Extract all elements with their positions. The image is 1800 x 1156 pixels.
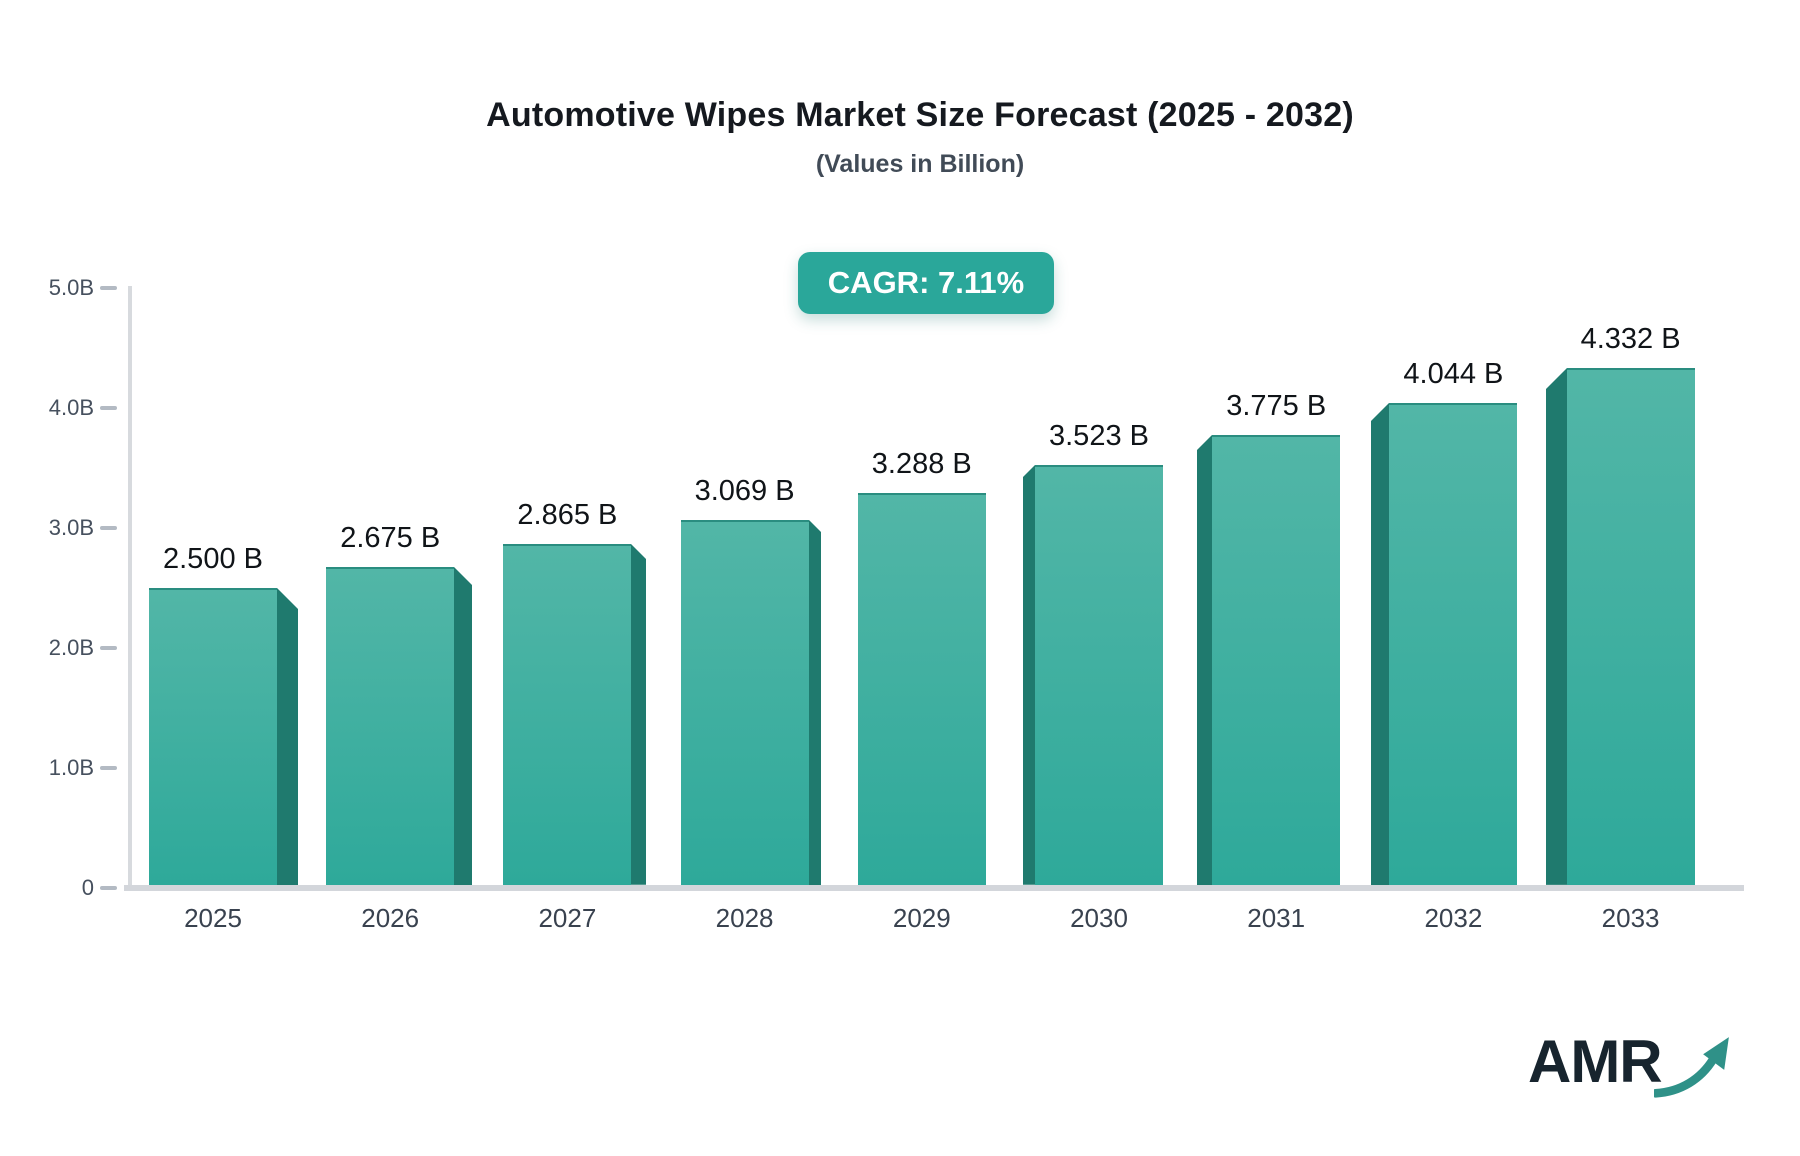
bar-side-face: [1371, 402, 1390, 885]
x-tick-label: 2026: [361, 903, 420, 933]
y-tick-label: 0: [81, 875, 94, 900]
x-tick-label: 2028: [715, 903, 774, 933]
bar-value-label: 3.288 B: [871, 448, 972, 481]
y-axis-line: [128, 286, 132, 885]
bar-2033: [1566, 368, 1695, 885]
y-tick-label: 5.0B: [48, 275, 94, 300]
bar-value-label: 4.044 B: [1403, 357, 1504, 390]
bar-side-face: [277, 588, 298, 885]
bar-side-face: [808, 519, 821, 885]
y-tick-label: 1.0B: [48, 755, 94, 780]
y-tick-dash: [100, 766, 117, 770]
x-tick-label: 2029: [892, 903, 951, 933]
bar-value-label: 3.069 B: [694, 474, 795, 507]
bar-side-face: [1023, 465, 1035, 885]
y-tick-dash: [100, 286, 117, 290]
x-tick-label: 2027: [538, 903, 597, 933]
y-tick-label: 2.0B: [48, 635, 94, 660]
amr-logo: AMR: [1528, 1032, 1732, 1098]
y-tick-dash: [100, 886, 117, 890]
bar-value-label: 3.775 B: [1226, 390, 1327, 422]
y-tick-label: 4.0B: [48, 395, 94, 420]
cagr-badge: CAGR: 7.11%: [798, 252, 1054, 314]
y-tick-label: 3.0B: [48, 515, 94, 540]
bar-2025: [149, 588, 277, 885]
amr-logo-text: AMR: [1528, 1028, 1663, 1095]
bar-2032: [1389, 402, 1518, 885]
bar-2026: [326, 567, 455, 885]
bar-value-label: 3.523 B: [1049, 420, 1149, 453]
y-tick-dash: [100, 526, 117, 530]
bar-side-face: [631, 544, 647, 885]
bar-value-label: 2.865 B: [517, 499, 618, 532]
y-tick-dash: [100, 406, 117, 410]
bar-side-face: [1197, 435, 1213, 885]
bar-2029: [857, 493, 986, 885]
bar-2028: [680, 519, 809, 885]
x-axis-baseline: [124, 885, 1744, 891]
bar-2027: [503, 544, 632, 885]
growth-arrow-icon: [1653, 1037, 1729, 1098]
chart-title: Automotive Wipes Market Size Forecast (2…: [486, 96, 1354, 134]
x-tick-label: 2031: [1247, 903, 1306, 933]
bar-side-face: [454, 567, 473, 885]
x-tick-label: 2030: [1070, 903, 1128, 933]
bar-value-label: 2.675 B: [340, 522, 441, 554]
chart-subtitle: (Values in Billion): [815, 150, 1025, 178]
bar-2030: [1035, 465, 1163, 885]
y-tick-dash: [100, 646, 117, 650]
bar-2031: [1212, 435, 1341, 885]
x-tick-label: 2032: [1424, 903, 1483, 933]
x-tick-label: 2025: [184, 903, 242, 933]
bar-value-label: 4.332 B: [1580, 323, 1681, 356]
x-tick-label: 2033: [1601, 903, 1660, 933]
bar-value-label: 2.500 B: [163, 543, 263, 575]
bar-side-face: [1545, 368, 1567, 885]
